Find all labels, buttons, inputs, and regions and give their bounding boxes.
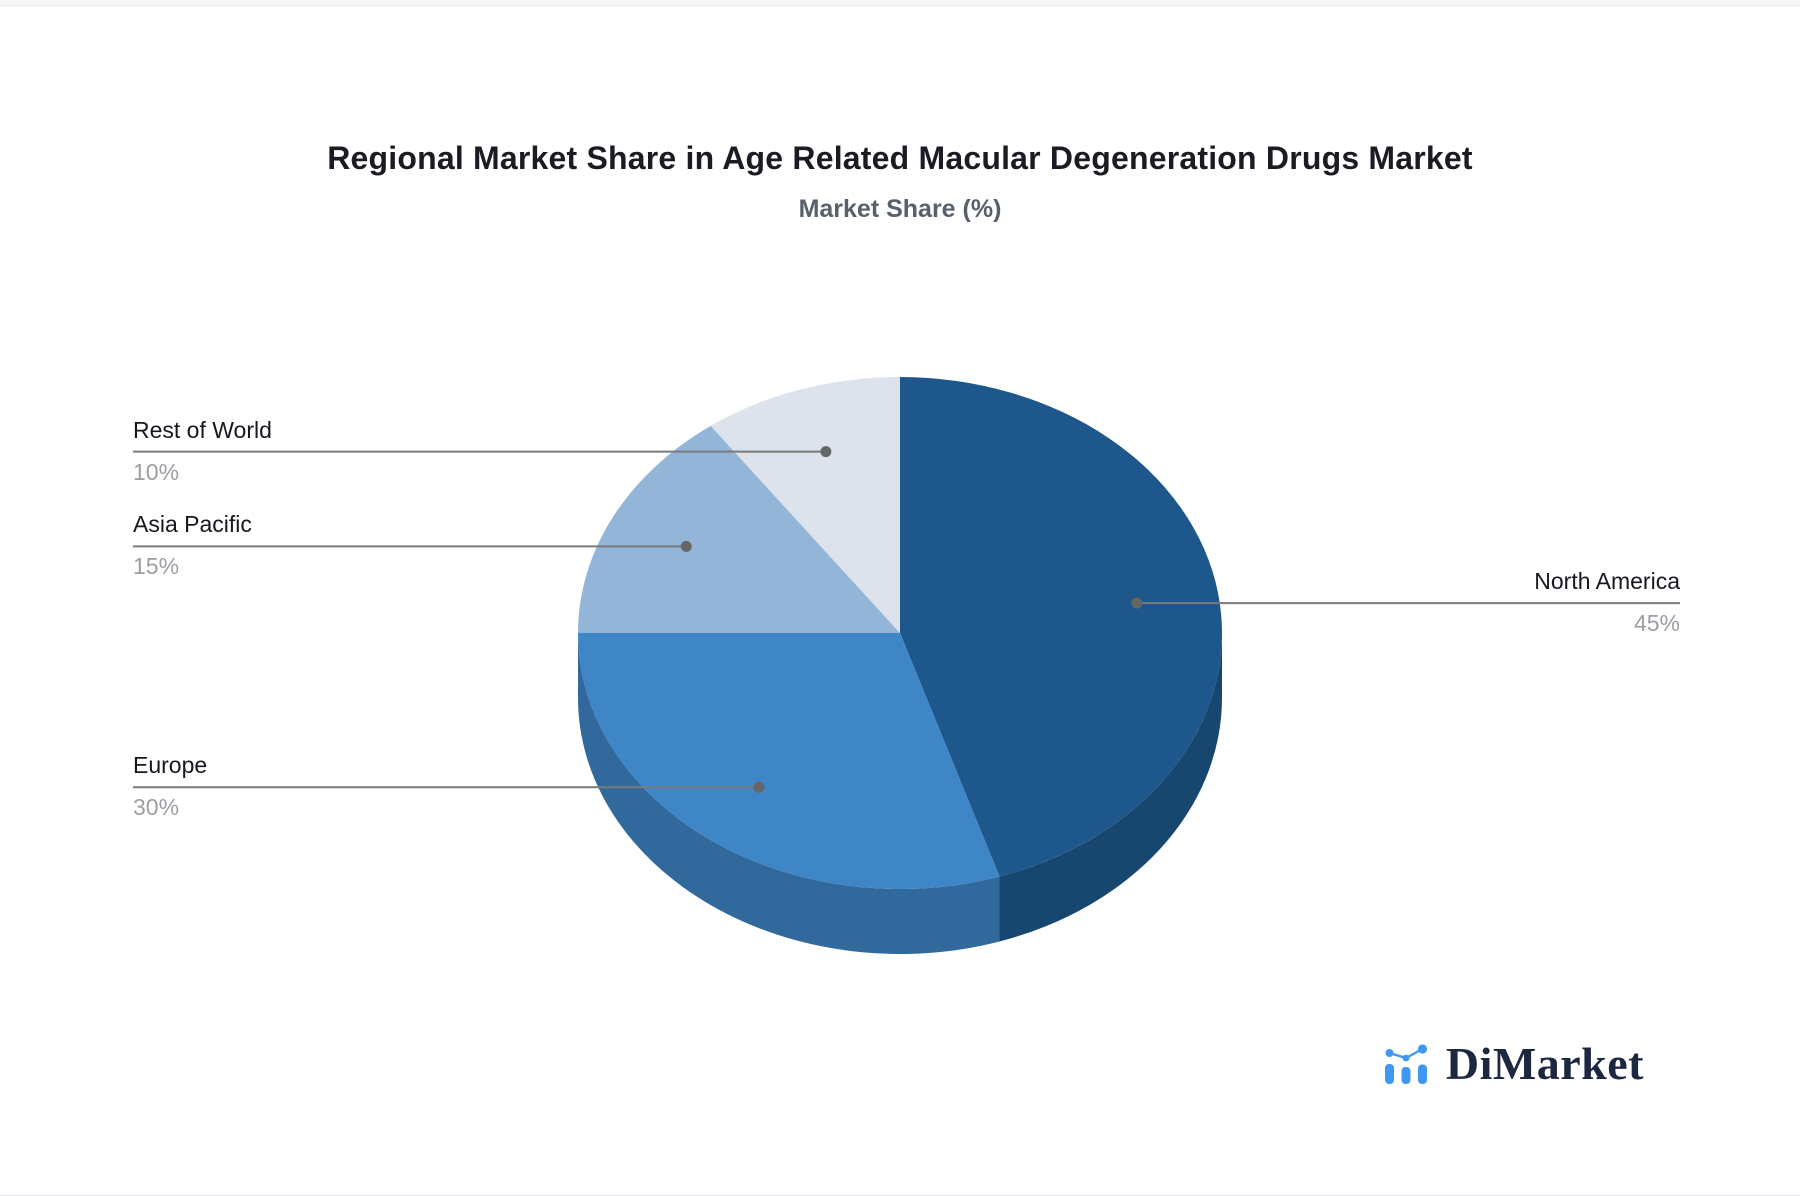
bar-chart-logo-icon [1384, 1044, 1427, 1084]
callout-north-america: North America 45% [1534, 567, 1680, 637]
slice-label: Rest of World [133, 417, 272, 443]
leader-dot-asia-pacific [680, 540, 692, 552]
slice-percent: 30% [133, 794, 180, 820]
top-bar [0, 0, 1800, 6]
pie-slice-rest-of-world[interactable] [710, 377, 900, 633]
slice-percent: 45% [1633, 610, 1680, 636]
pie-side-north-america [999, 633, 1222, 942]
slice-label: North America [1534, 568, 1680, 594]
leader-dot-rest-of-world [820, 446, 832, 458]
slice-label: Europe [133, 752, 208, 778]
logo-text: DiMarket [1445, 1038, 1644, 1089]
pie-slice-north-america[interactable] [900, 377, 1223, 877]
dimarket-logo: DiMarket [1381, 1038, 1644, 1090]
pie-slice-europe[interactable] [578, 633, 1000, 889]
slice-label: Asia Pacific [133, 511, 252, 537]
callout-asia-pacific: Asia Pacific 15% [133, 510, 252, 580]
callout-europe: Europe 30% [133, 751, 207, 821]
leader-dot-north-america [1131, 597, 1143, 609]
pie-slice-asia-pacific[interactable] [578, 425, 900, 633]
callout-rest-of-world: Rest of World 10% [133, 416, 272, 486]
pie-side-europe [578, 633, 1000, 954]
slice-percent: 10% [133, 459, 180, 485]
chart-title: Regional Market Share in Age Related Mac… [327, 140, 1473, 176]
leader-dot-europe [753, 781, 765, 793]
slice-percent: 15% [133, 553, 180, 579]
chart-subtitle: Market Share (%) [798, 195, 1002, 223]
